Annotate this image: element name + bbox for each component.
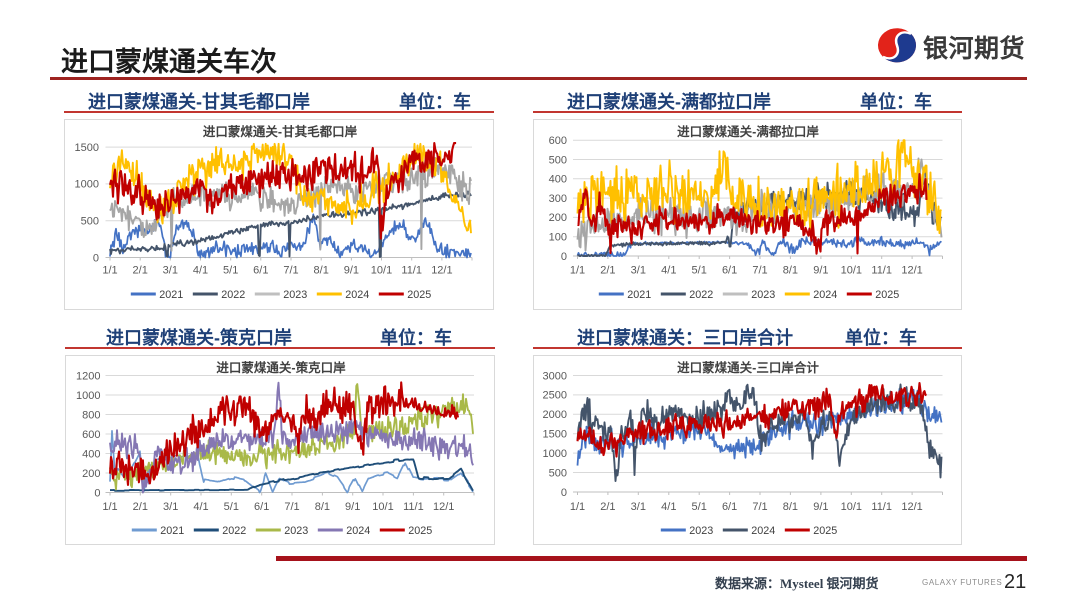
svg-text:400: 400 bbox=[549, 174, 567, 186]
svg-text:500: 500 bbox=[549, 467, 567, 479]
svg-text:10/1: 10/1 bbox=[841, 501, 862, 513]
svg-text:3/1: 3/1 bbox=[631, 265, 646, 277]
svg-text:10/1: 10/1 bbox=[841, 265, 862, 277]
svg-text:100: 100 bbox=[549, 232, 567, 244]
svg-text:7/1: 7/1 bbox=[283, 265, 298, 277]
svg-text:1/1: 1/1 bbox=[570, 501, 585, 513]
svg-text:10/1: 10/1 bbox=[371, 265, 392, 277]
svg-text:5/1: 5/1 bbox=[223, 265, 238, 277]
svg-text:11/1: 11/1 bbox=[871, 265, 892, 277]
svg-text:11/1: 11/1 bbox=[871, 501, 892, 513]
svg-text:3000: 3000 bbox=[543, 370, 567, 382]
svg-text:2023: 2023 bbox=[283, 289, 307, 301]
svg-text:2000: 2000 bbox=[543, 409, 567, 421]
svg-text:400: 400 bbox=[82, 448, 100, 460]
svg-text:200: 200 bbox=[82, 468, 100, 480]
svg-text:9/1: 9/1 bbox=[813, 501, 828, 513]
svg-text:1500: 1500 bbox=[75, 142, 99, 154]
svg-text:8/1: 8/1 bbox=[783, 265, 798, 277]
svg-text:5/1: 5/1 bbox=[224, 501, 239, 513]
svg-text:600: 600 bbox=[82, 429, 100, 441]
svg-text:12/1: 12/1 bbox=[901, 501, 922, 513]
svg-text:2022: 2022 bbox=[222, 525, 246, 537]
svg-text:2021: 2021 bbox=[160, 525, 184, 537]
svg-text:1000: 1000 bbox=[75, 179, 99, 191]
svg-text:8/1: 8/1 bbox=[783, 501, 798, 513]
svg-text:300: 300 bbox=[549, 193, 567, 205]
svg-text:9/1: 9/1 bbox=[345, 501, 360, 513]
svg-text:4/1: 4/1 bbox=[661, 265, 676, 277]
svg-text:2/1: 2/1 bbox=[133, 501, 148, 513]
svg-text:2025: 2025 bbox=[408, 525, 432, 537]
svg-text:3/1: 3/1 bbox=[163, 501, 178, 513]
svg-text:3/1: 3/1 bbox=[163, 265, 178, 277]
svg-text:7/1: 7/1 bbox=[752, 265, 767, 277]
svg-text:0: 0 bbox=[94, 487, 100, 499]
svg-text:0: 0 bbox=[561, 487, 567, 499]
svg-text:进口蒙煤通关-满都拉口岸: 进口蒙煤通关-满都拉口岸 bbox=[677, 124, 819, 139]
svg-text:4/1: 4/1 bbox=[193, 501, 208, 513]
svg-text:500: 500 bbox=[81, 216, 99, 228]
svg-text:10/1: 10/1 bbox=[372, 501, 393, 513]
svg-text:12/1: 12/1 bbox=[433, 501, 454, 513]
svg-text:2024: 2024 bbox=[346, 525, 370, 537]
svg-text:2025: 2025 bbox=[813, 525, 837, 537]
svg-text:0: 0 bbox=[93, 252, 99, 264]
svg-text:2/1: 2/1 bbox=[600, 501, 615, 513]
svg-text:6/1: 6/1 bbox=[253, 265, 268, 277]
svg-text:2022: 2022 bbox=[689, 289, 713, 301]
svg-text:进口蒙煤通关-策克口岸: 进口蒙煤通关-策克口岸 bbox=[216, 360, 346, 375]
svg-text:1500: 1500 bbox=[543, 429, 567, 441]
svg-text:7/1: 7/1 bbox=[284, 501, 299, 513]
svg-text:600: 600 bbox=[549, 135, 567, 147]
svg-text:200: 200 bbox=[549, 212, 567, 224]
svg-text:2022: 2022 bbox=[221, 289, 245, 301]
svg-text:4/1: 4/1 bbox=[193, 265, 208, 277]
svg-text:500: 500 bbox=[549, 154, 567, 166]
svg-text:2024: 2024 bbox=[751, 525, 775, 537]
svg-text:8/1: 8/1 bbox=[315, 501, 330, 513]
svg-text:2/1: 2/1 bbox=[600, 265, 615, 277]
svg-text:12/1: 12/1 bbox=[431, 265, 452, 277]
svg-text:进口蒙煤通关-三口岸合计: 进口蒙煤通关-三口岸合计 bbox=[677, 360, 819, 375]
svg-text:2/1: 2/1 bbox=[133, 265, 148, 277]
svg-text:5/1: 5/1 bbox=[692, 501, 707, 513]
svg-text:3/1: 3/1 bbox=[631, 501, 646, 513]
svg-text:2024: 2024 bbox=[345, 289, 369, 301]
svg-text:11/1: 11/1 bbox=[401, 265, 422, 277]
svg-text:1000: 1000 bbox=[543, 448, 567, 460]
svg-text:2500: 2500 bbox=[543, 390, 567, 402]
svg-text:1000: 1000 bbox=[76, 390, 100, 402]
svg-text:6/1: 6/1 bbox=[254, 501, 269, 513]
svg-text:2025: 2025 bbox=[875, 289, 899, 301]
svg-text:2023: 2023 bbox=[751, 289, 775, 301]
svg-text:11/1: 11/1 bbox=[403, 501, 424, 513]
svg-text:2025: 2025 bbox=[407, 289, 431, 301]
svg-text:7/1: 7/1 bbox=[752, 501, 767, 513]
svg-text:1/1: 1/1 bbox=[570, 265, 585, 277]
svg-text:4/1: 4/1 bbox=[661, 501, 676, 513]
svg-text:800: 800 bbox=[82, 409, 100, 421]
svg-text:9/1: 9/1 bbox=[813, 265, 828, 277]
svg-text:9/1: 9/1 bbox=[344, 265, 359, 277]
svg-text:1/1: 1/1 bbox=[102, 501, 117, 513]
svg-text:8/1: 8/1 bbox=[314, 265, 329, 277]
svg-text:进口蒙煤通关-甘其毛都口岸: 进口蒙煤通关-甘其毛都口岸 bbox=[203, 124, 358, 139]
svg-text:0: 0 bbox=[561, 251, 567, 263]
svg-text:6/1: 6/1 bbox=[722, 265, 737, 277]
svg-text:2024: 2024 bbox=[813, 289, 837, 301]
svg-text:2023: 2023 bbox=[284, 525, 308, 537]
svg-text:2023: 2023 bbox=[689, 525, 713, 537]
svg-text:6/1: 6/1 bbox=[722, 501, 737, 513]
svg-text:1200: 1200 bbox=[76, 370, 100, 382]
svg-text:12/1: 12/1 bbox=[901, 265, 922, 277]
svg-text:1/1: 1/1 bbox=[102, 265, 117, 277]
svg-text:2021: 2021 bbox=[627, 289, 651, 301]
svg-text:5/1: 5/1 bbox=[692, 265, 707, 277]
svg-text:2021: 2021 bbox=[159, 289, 183, 301]
